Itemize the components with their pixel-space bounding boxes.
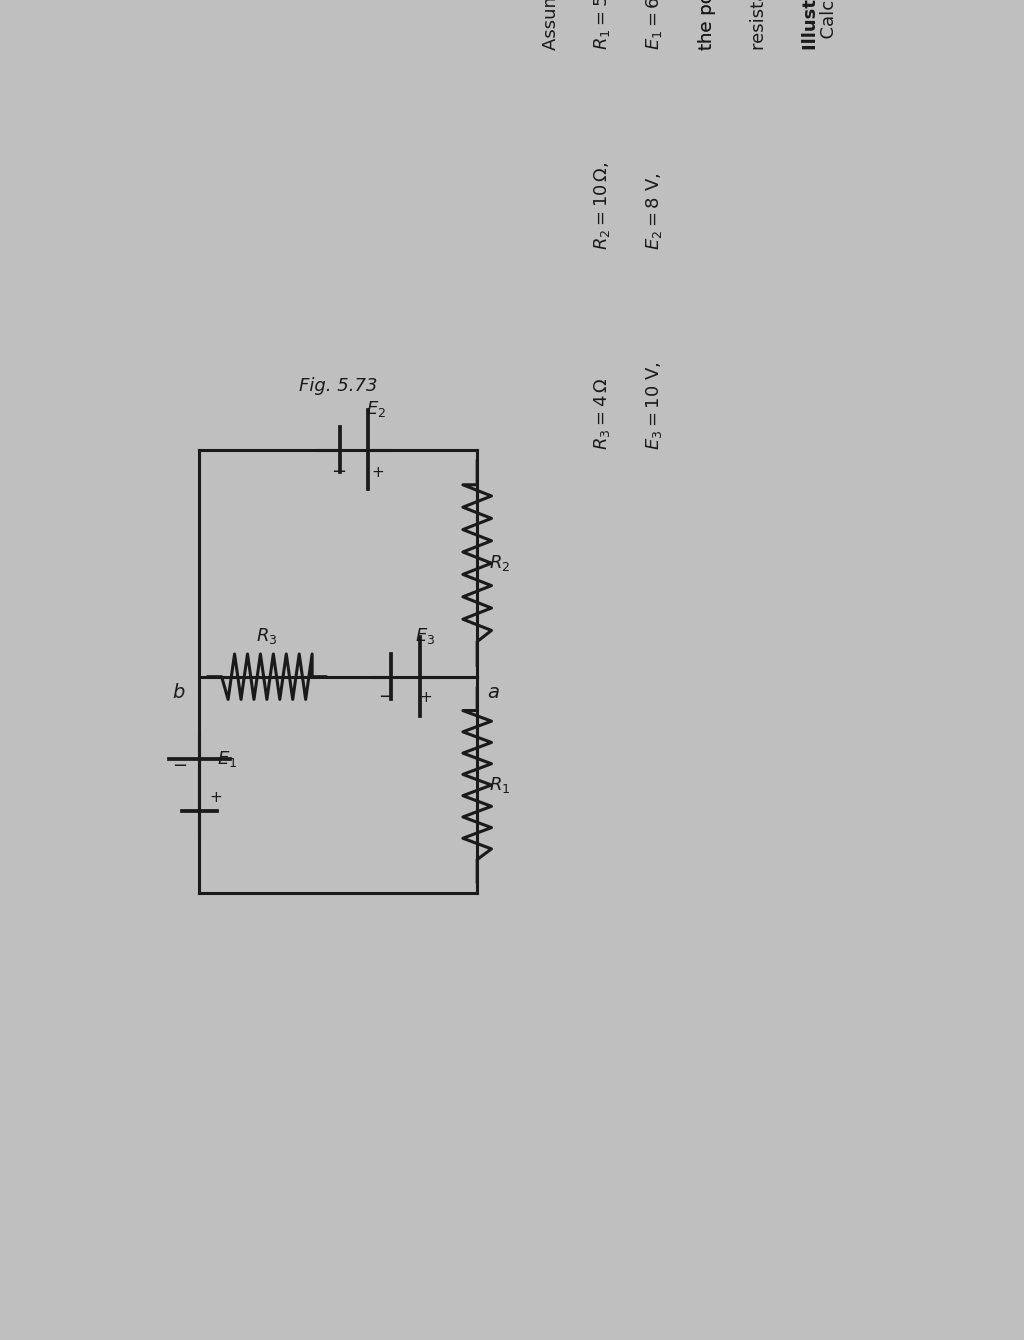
Text: resistance in the given circuit (see Fig. 5.73). Also calculate: resistance in the given circuit (see Fig…	[750, 0, 768, 50]
Text: $E_2$: $E_2$	[367, 399, 386, 418]
Text: $E_3$: $E_3$	[416, 626, 435, 646]
Text: $E_1$: $E_1$	[217, 749, 238, 769]
Text: $R_2 = 10\,\Omega,$: $R_2 = 10\,\Omega,$	[592, 161, 612, 251]
Text: +: +	[372, 465, 384, 480]
Text: +: +	[209, 789, 222, 805]
Text: −: −	[172, 757, 187, 776]
Text: the potential difference between the points α and β.: the potential difference between the poi…	[698, 0, 716, 50]
Text: $R_3 = 4\,\Omega$: $R_3 = 4\,\Omega$	[592, 378, 612, 450]
Text: −: −	[331, 464, 346, 481]
Text: $E_1 = 6$ V,: $E_1 = 6$ V,	[644, 0, 664, 50]
Text: −: −	[378, 689, 393, 706]
Text: $R_1$: $R_1$	[489, 775, 511, 795]
Text: +: +	[419, 690, 432, 705]
Text: $R_1 = 5\,\Omega,$: $R_1 = 5\,\Omega,$	[592, 0, 612, 50]
Text: Illustration 5.38: Illustration 5.38	[802, 0, 820, 50]
Text: $E_2 = 8$ V,: $E_2 = 8$ V,	[644, 173, 664, 251]
Text: $R_3$: $R_3$	[256, 626, 278, 646]
Text: Calculate the current through each: Calculate the current through each	[820, 0, 838, 50]
Text: Assume that all the cells have no internal resistance.: Assume that all the cells have no intern…	[542, 0, 560, 50]
Text: the potential difference between the points: the potential difference between the poi…	[698, 0, 716, 50]
Text: $a$: $a$	[486, 682, 500, 702]
Text: Fig. 5.73: Fig. 5.73	[299, 378, 378, 395]
Text: $b$: $b$	[172, 682, 185, 702]
Text: $E_3 = 10$ V,: $E_3 = 10$ V,	[644, 360, 664, 450]
Text: $R_2$: $R_2$	[489, 553, 510, 574]
